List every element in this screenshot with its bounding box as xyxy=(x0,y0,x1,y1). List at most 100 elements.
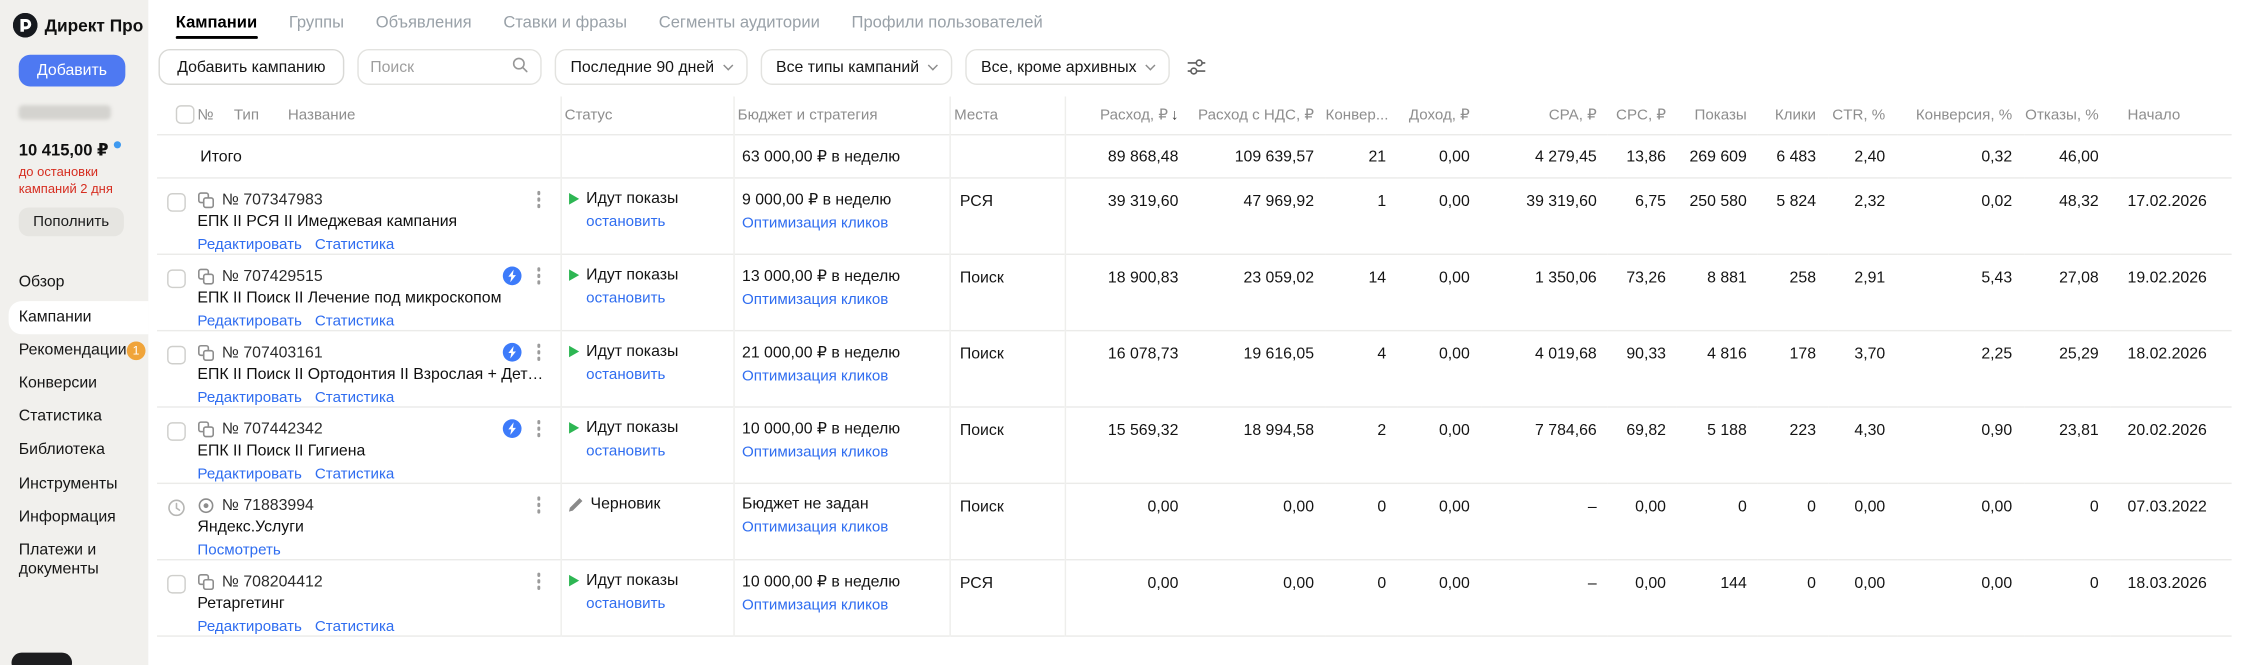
metric-cell: 4 279,45 xyxy=(1535,147,1597,165)
sidebar-item-payments[interactable]: Платежи и документы xyxy=(0,534,148,586)
add-campaign-button[interactable]: Добавить кампанию xyxy=(158,48,345,86)
column-header-metric[interactable]: CPC, ₽ xyxy=(1608,97,1677,135)
search-box[interactable] xyxy=(357,48,542,86)
play-icon xyxy=(568,345,579,358)
filter-archive[interactable]: Все, кроме архивных xyxy=(965,48,1170,86)
row-checkbox[interactable] xyxy=(167,422,186,441)
row-menu-button[interactable] xyxy=(531,343,545,362)
row-checkbox[interactable] xyxy=(167,269,186,289)
row-menu-button[interactable] xyxy=(531,190,545,209)
play-icon xyxy=(568,193,579,205)
row-actions xyxy=(502,419,549,438)
campaign-action-link[interactable]: Редактировать xyxy=(197,236,302,254)
metric-cell: 0,00 xyxy=(1635,498,1666,516)
column-header-label: CPC, ₽ xyxy=(1616,106,1666,124)
row-menu-button[interactable] xyxy=(531,572,545,591)
sidebar-item-information[interactable]: Информация xyxy=(0,501,148,534)
sidebar-item-library[interactable]: Библиотека xyxy=(0,434,148,467)
balance-amount: 10 415,00 ₽ xyxy=(18,142,109,160)
column-header-metric[interactable]: CTR, % xyxy=(1828,97,1897,135)
metric-cell: 2,25 xyxy=(1981,345,2013,364)
campaign-action-link[interactable]: Статистика xyxy=(314,388,395,407)
row-menu-button[interactable] xyxy=(531,267,545,286)
epk-campaign-icon xyxy=(197,573,215,590)
row-menu-button[interactable] xyxy=(531,496,545,515)
sidebar-item-overview[interactable]: Обзор xyxy=(0,267,148,300)
row-checkbox[interactable] xyxy=(167,345,186,365)
sidebar-item-statistics[interactable]: Статистика xyxy=(0,401,148,434)
topup-button[interactable]: Пополнить xyxy=(18,207,124,237)
column-header-metric[interactable]: Доход, ₽ xyxy=(1398,97,1482,135)
balance: 10 415,00 ₽ xyxy=(0,140,148,160)
metric-cell: 2 xyxy=(1377,422,1387,440)
campaign-action-link[interactable]: Посмотреть xyxy=(197,541,281,559)
campaign-action-link[interactable]: Статистика xyxy=(314,465,395,483)
tab-bids[interactable]: Ставки и фразы xyxy=(503,14,628,32)
column-header-metric[interactable]: Начало xyxy=(2110,97,2231,135)
status-action-link[interactable]: остановить xyxy=(586,289,666,307)
tab-groups[interactable]: Группы xyxy=(288,14,345,32)
campaign-action-link[interactable]: Редактировать xyxy=(197,388,302,407)
sidebar-item-recommendations[interactable]: Рекомендации 1 xyxy=(0,334,148,367)
account-name-redacted[interactable] xyxy=(18,105,111,120)
column-header-metric[interactable]: Расход с НДС, ₽ xyxy=(1190,97,1326,135)
column-header-metric[interactable]: Расход, ₽ ↓ xyxy=(1066,97,1190,135)
sidebar-item-tools[interactable]: Инструменты xyxy=(0,468,148,501)
campaign-action-link[interactable]: Статистика xyxy=(314,236,395,254)
campaign-action-link[interactable]: Редактировать xyxy=(197,465,302,483)
campaign-action-link[interactable]: Редактировать xyxy=(197,312,302,330)
column-header-metric[interactable]: Отказы, % xyxy=(2024,97,2111,135)
column-header-metric[interactable]: Конвер... xyxy=(1326,97,1398,135)
campaign-status-cell: Черновик xyxy=(560,483,735,560)
strategy-link[interactable]: Оптимизация кликов xyxy=(741,291,889,309)
filter-campaign-type[interactable]: Все типы кампаний xyxy=(760,48,953,86)
row-checkbox[interactable] xyxy=(167,193,186,212)
row-actions xyxy=(502,342,549,362)
column-header-metric[interactable]: Конверсия, % xyxy=(1897,97,2024,135)
status-action-link[interactable]: остановить xyxy=(586,365,666,384)
column-header-label: Начало xyxy=(2127,106,2181,124)
column-header-metric[interactable]: Показы xyxy=(1678,97,1759,135)
tab-profiles[interactable]: Профили пользователей xyxy=(851,14,1043,32)
metric-cell: 4 019,68 xyxy=(1535,345,1597,364)
row-checkbox[interactable] xyxy=(167,574,186,594)
tab-campaigns[interactable]: Кампании xyxy=(175,14,257,40)
column-header-metric[interactable]: Клики xyxy=(1758,97,1827,135)
campaign-action-link[interactable]: Статистика xyxy=(314,618,395,636)
search-input[interactable] xyxy=(370,58,512,76)
campaign-action-link[interactable]: Статистика xyxy=(314,312,395,330)
strategy-link[interactable]: Оптимизация кликов xyxy=(741,443,889,462)
metric-cell: 0,00 xyxy=(1147,498,1179,516)
status-action-link[interactable]: остановить xyxy=(586,595,666,613)
campaign-name-cell: № 707347983 ЕПК II РСЯ II Имеджевая кампа… xyxy=(194,177,562,255)
row-select-cell xyxy=(157,331,195,407)
kebab-icon xyxy=(536,426,541,431)
chat-widget[interactable] xyxy=(11,652,73,665)
status-action-link[interactable]: остановить xyxy=(586,442,666,460)
strategy-link[interactable]: Оптимизация кликов xyxy=(741,518,889,536)
strategy-link[interactable]: Оптимизация кликов xyxy=(741,367,889,385)
sidebar-item-conversions[interactable]: Конверсии xyxy=(0,367,148,400)
row-menu-button[interactable] xyxy=(531,419,545,438)
sidebar-item-campaigns[interactable]: Кампании xyxy=(8,300,149,334)
status-row: Идут показы xyxy=(567,343,721,360)
tab-ads[interactable]: Объявления xyxy=(375,14,472,32)
tab-segments[interactable]: Сегменты аудитории xyxy=(658,14,820,32)
campaign-action-link[interactable]: Редактировать xyxy=(197,618,302,636)
add-button[interactable]: Добавить xyxy=(18,54,126,87)
auto-apply-badge-icon xyxy=(502,266,522,286)
filter-period[interactable]: Последние 90 дней xyxy=(554,48,748,86)
metric-cell: 0,00 xyxy=(1438,498,1470,516)
logo[interactable]: Директ Про xyxy=(0,12,148,38)
status-action-link[interactable]: остановить xyxy=(586,213,666,231)
strategy-link[interactable]: Оптимизация кликов xyxy=(741,214,889,232)
select-all-checkbox[interactable] xyxy=(175,105,195,124)
strategy-link[interactable]: Оптимизация кликов xyxy=(741,596,889,614)
budget-amount: 21 000,00 ₽ в неделю xyxy=(741,344,901,362)
column-settings-button[interactable] xyxy=(1183,53,1210,80)
campaign-id: № 707347983 xyxy=(221,190,323,209)
totals-select-cell xyxy=(157,135,195,178)
column-header-metric[interactable]: CPA, ₽ xyxy=(1481,97,1608,135)
row-select-cell xyxy=(157,483,195,559)
